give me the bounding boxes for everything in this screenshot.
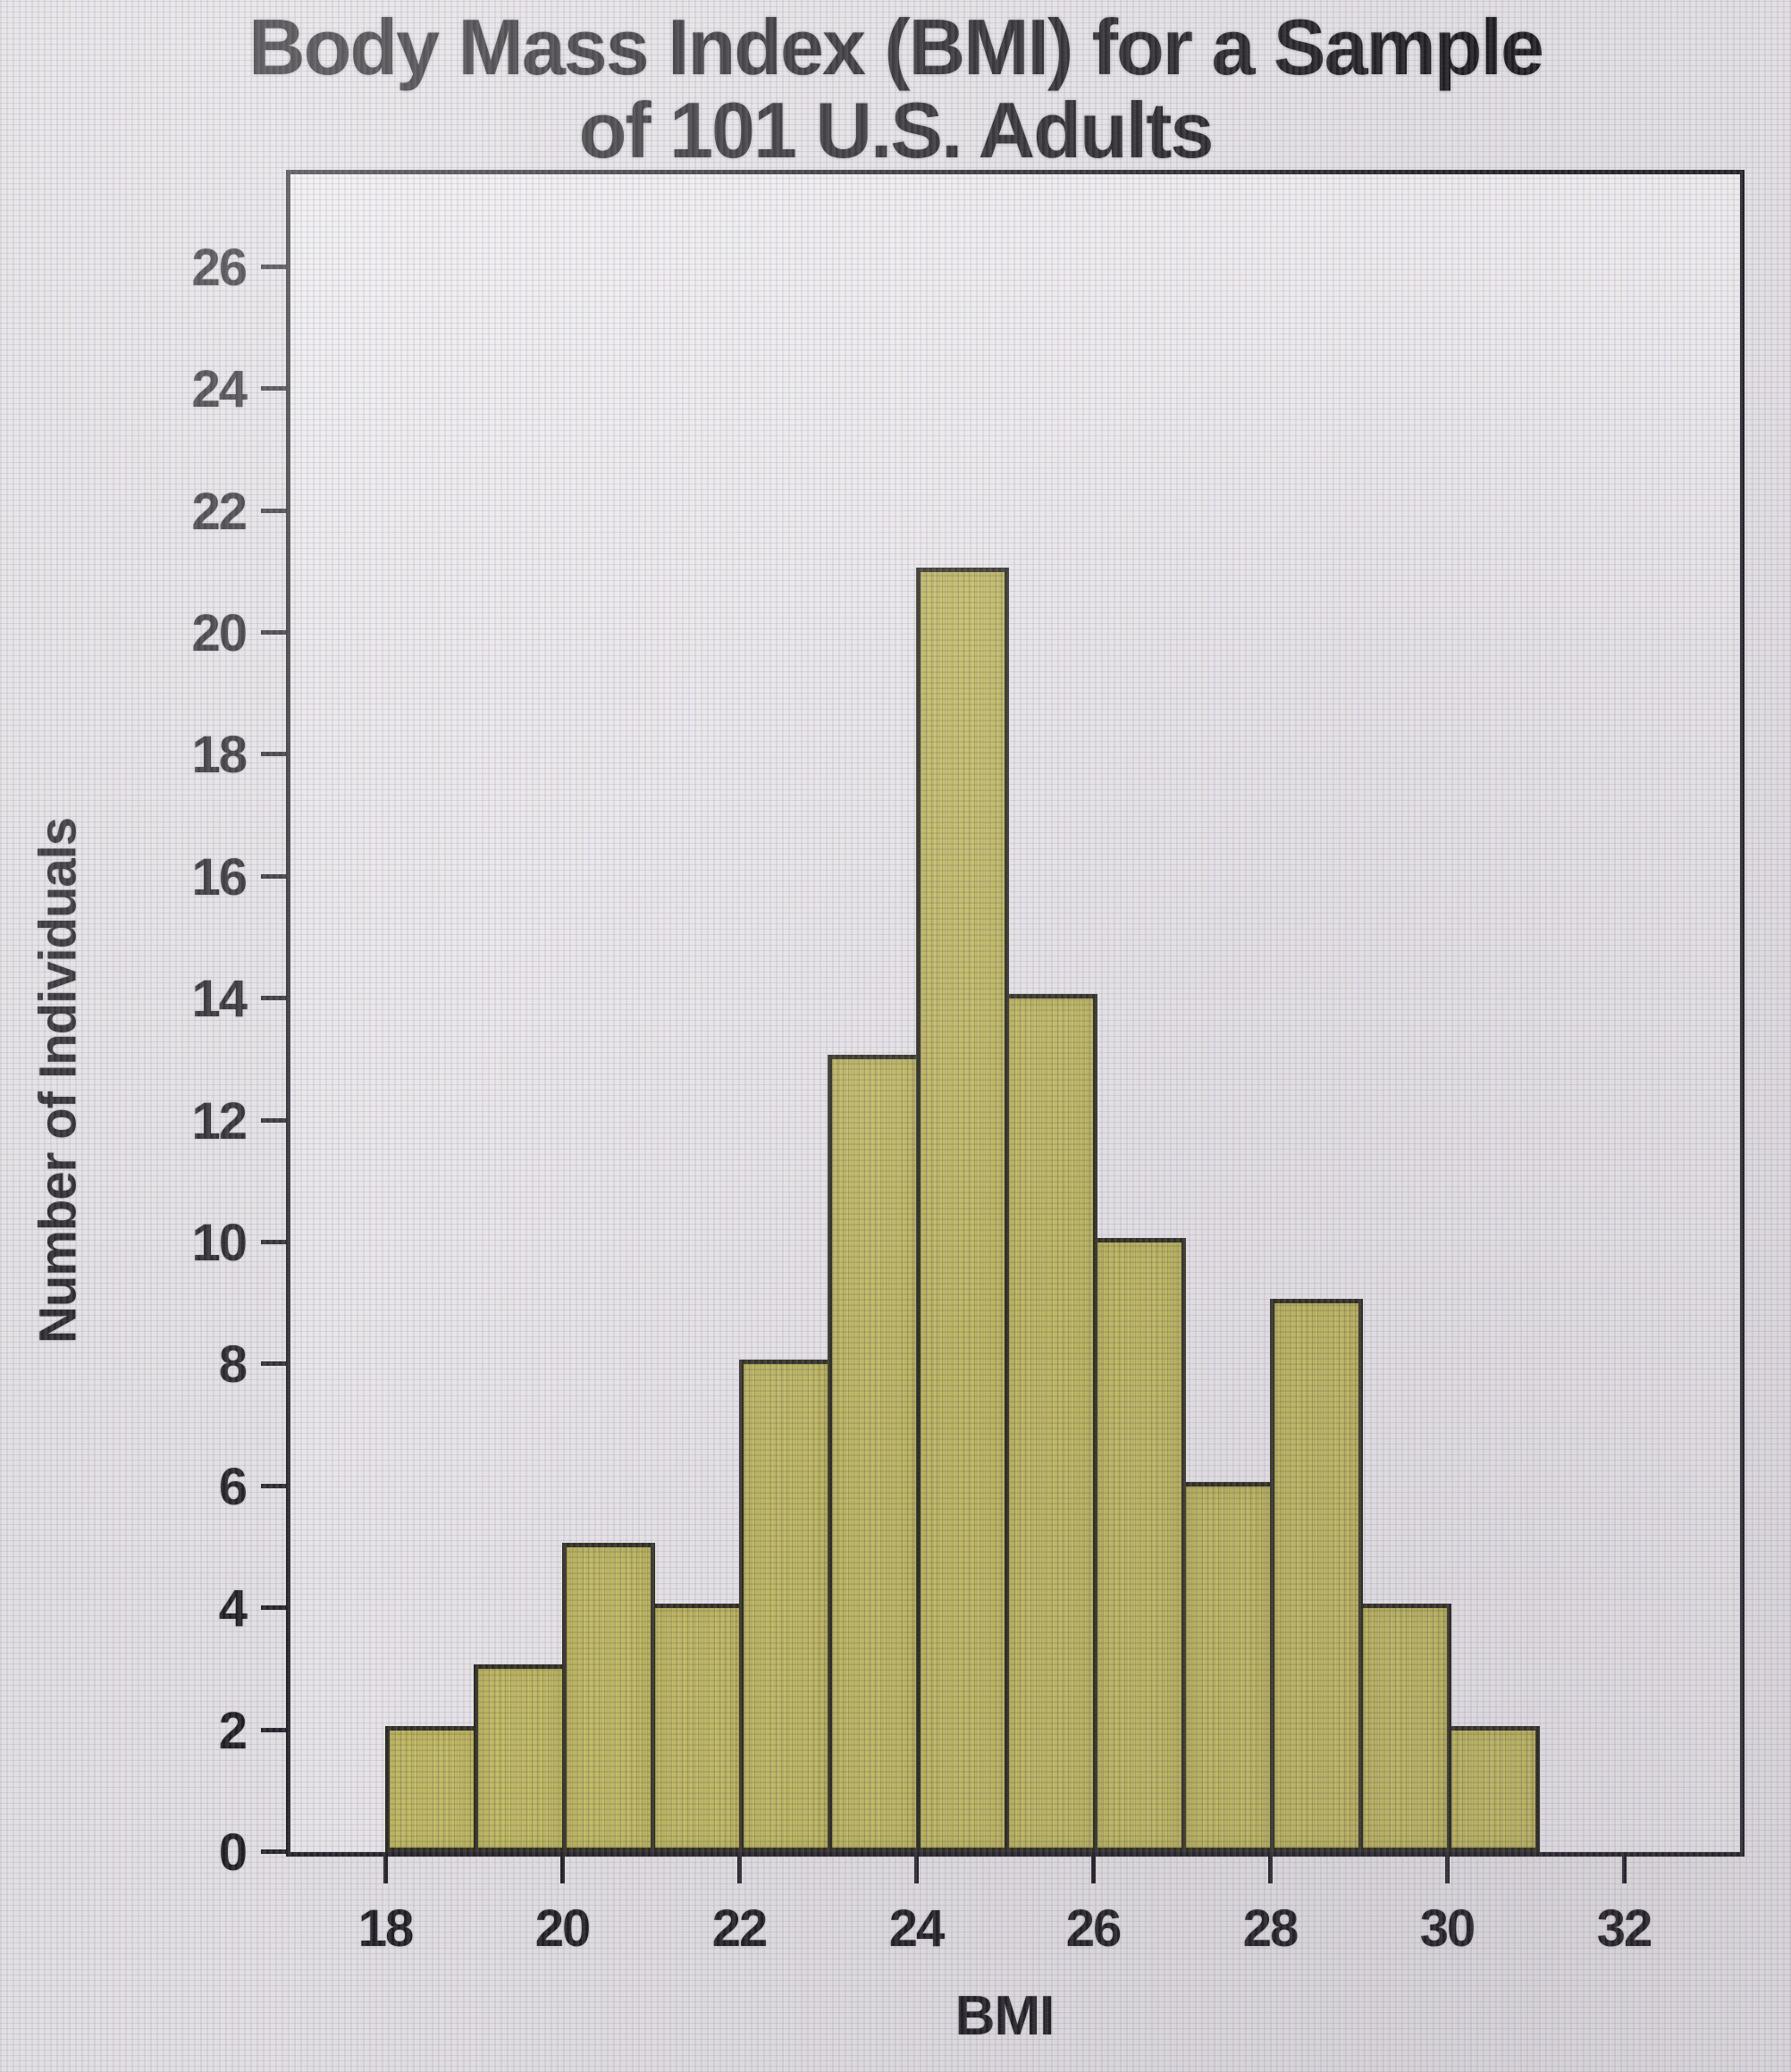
y-tick-8 bbox=[261, 1361, 286, 1366]
y-tick-12 bbox=[261, 1118, 286, 1123]
y-tick-18 bbox=[261, 752, 286, 756]
y-tick-label-12: 12 bbox=[191, 1092, 248, 1150]
y-tick-label-4: 4 bbox=[218, 1579, 248, 1638]
y-tick-label-26: 26 bbox=[191, 239, 248, 297]
x-axis-title: BMI bbox=[954, 1985, 1055, 2047]
x-tick-26 bbox=[1091, 1857, 1096, 1883]
histogram-bar-22-23 bbox=[739, 1360, 832, 1852]
x-tick-28 bbox=[1268, 1857, 1273, 1883]
y-tick-label-18: 18 bbox=[191, 726, 248, 784]
chart-title-line2: of 101 U.S. Adults bbox=[578, 86, 1215, 175]
histogram-bar-23-24 bbox=[828, 1055, 921, 1852]
x-tick-label-22: 22 bbox=[711, 1899, 768, 1958]
y-tick-label-0: 0 bbox=[218, 1824, 248, 1882]
y-tick-label-6: 6 bbox=[218, 1458, 248, 1516]
histogram-bar-18-19 bbox=[385, 1726, 478, 1852]
histogram-bar-27-28 bbox=[1181, 1482, 1274, 1852]
x-tick-18 bbox=[383, 1857, 388, 1883]
x-tick-label-18: 18 bbox=[357, 1899, 414, 1958]
y-tick-24 bbox=[261, 386, 286, 391]
y-tick-20 bbox=[261, 630, 286, 635]
y-axis-title: Number of Individuals bbox=[29, 817, 88, 1343]
x-tick-30 bbox=[1445, 1857, 1450, 1883]
x-tick-label-32: 32 bbox=[1596, 1899, 1652, 1958]
chart-title: Body Mass Index (BMI) for a Sample of 10… bbox=[0, 5, 1791, 173]
y-tick-2 bbox=[261, 1728, 286, 1732]
y-tick-22 bbox=[261, 509, 286, 513]
x-tick-24 bbox=[914, 1857, 919, 1883]
y-tick-label-16: 16 bbox=[191, 848, 248, 906]
histogram-bar-28-29 bbox=[1270, 1299, 1363, 1852]
x-tick-label-28: 28 bbox=[1242, 1899, 1299, 1958]
x-tick-20 bbox=[560, 1857, 565, 1883]
histogram-bar-24-25 bbox=[916, 568, 1009, 1852]
plot-area: Number of Individuals BMI 0 2 4 6 8 10 12 14 16 1… bbox=[29, 170, 1745, 2047]
y-tick-4 bbox=[261, 1605, 286, 1610]
y-tick-26 bbox=[261, 265, 286, 269]
histogram-bar-19-20 bbox=[474, 1664, 567, 1852]
x-tick-label-24: 24 bbox=[888, 1899, 945, 1958]
histogram-bar-25-26 bbox=[1005, 994, 1097, 1852]
y-tick-label-10: 10 bbox=[191, 1214, 248, 1272]
y-tick-16 bbox=[261, 874, 286, 879]
y-tick-label-22: 22 bbox=[191, 483, 248, 541]
chart-title-line1: Body Mass Index (BMI) for a Sample bbox=[248, 3, 1544, 91]
y-tick-label-20: 20 bbox=[191, 604, 248, 662]
histogram-bar-29-30 bbox=[1358, 1604, 1451, 1852]
histogram-bar-30-31 bbox=[1447, 1726, 1540, 1852]
y-tick-10 bbox=[261, 1240, 286, 1244]
y-tick-label-24: 24 bbox=[191, 360, 248, 418]
x-tick-label-30: 30 bbox=[1419, 1899, 1476, 1958]
x-tick-22 bbox=[737, 1857, 742, 1883]
y-tick-label-14: 14 bbox=[191, 970, 248, 1028]
x-tick-label-20: 20 bbox=[534, 1899, 591, 1958]
y-tick-14 bbox=[261, 996, 286, 1000]
histogram-bar-26-27 bbox=[1093, 1238, 1186, 1852]
histogram-bar-20-21 bbox=[562, 1543, 655, 1852]
y-tick-6 bbox=[261, 1484, 286, 1488]
y-tick-label-2: 2 bbox=[218, 1702, 248, 1760]
y-tick-0 bbox=[261, 1849, 286, 1854]
histogram-bar-21-22 bbox=[651, 1604, 744, 1852]
y-tick-label-8: 8 bbox=[218, 1335, 248, 1394]
x-tick-label-26: 26 bbox=[1065, 1899, 1122, 1958]
x-tick-32 bbox=[1622, 1857, 1627, 1883]
